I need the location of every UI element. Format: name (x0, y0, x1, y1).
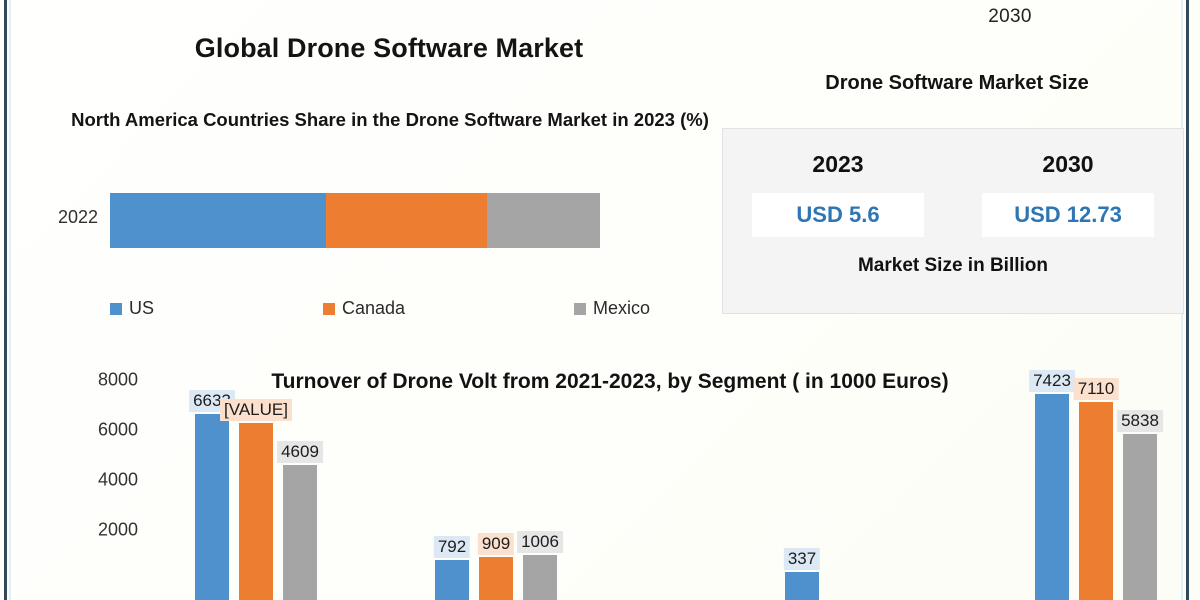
legend-label: Mexico (592, 298, 650, 318)
market-size-heading: Drone Software Market Size (825, 72, 1089, 94)
market-size-card: 2023 2030 USD 5.6 USD 12.73 Market Size in… (722, 128, 1184, 314)
legend-label: Canada (341, 298, 406, 318)
bar-2022-g0 (239, 422, 273, 600)
y-axis-tick-labels: 2000 4000 6000 8000 (60, 370, 138, 600)
bar-2022-g3 (1079, 402, 1113, 600)
legend-item-us: US (110, 298, 154, 319)
market-size-year-2023: 2023 (812, 151, 864, 177)
bar-value-label: 1006 (517, 530, 563, 553)
y-axis-tick-6000: 6000 (97, 419, 138, 440)
stacked-segment-mexico (487, 193, 600, 248)
market-size-year-2030: 2030 (1042, 151, 1094, 177)
market-size-value-row: USD 5.6 USD 12.73 (723, 193, 1183, 237)
poster-left-inner-border (9, 0, 11, 600)
bottom-chart-title: Turnover of Drone Volt from 2021-2023, b… (271, 370, 949, 393)
stacked-segment-us (110, 193, 326, 248)
bar-value-label: 7423 (1029, 370, 1075, 393)
bar-value-label: 7110 (1073, 378, 1119, 401)
top-cutoff-year: 2030 (988, 6, 1032, 27)
y-axis-tick-8000: 8000 (97, 369, 138, 390)
stacked-segment-canada (325, 193, 488, 248)
legend-item-canada: Canada (322, 298, 406, 319)
bar-value-label: 4609 (277, 440, 323, 463)
market-size-footer: Market Size in Billion (857, 255, 1049, 276)
page-title: Global Drone Software Market (194, 33, 584, 63)
stacked-bar-track (110, 193, 600, 248)
market-size-value-2023: USD 5.6 (752, 193, 924, 237)
bar-value-label: 337 (783, 547, 821, 570)
stacked-chart-legend: US Canada Mexico (110, 298, 650, 319)
legend-label: US (129, 298, 155, 318)
stacked-category-label: 2022 (57, 207, 98, 227)
bar-2021-g1 (435, 560, 469, 600)
bar-2023-g3 (1123, 434, 1157, 600)
bar-2021-g3 (1035, 394, 1069, 600)
bar-value-label: 792 (433, 536, 471, 559)
poster-left-border (4, 0, 7, 600)
bar-2021-g2 (785, 571, 819, 600)
poster-right-border (1186, 0, 1189, 600)
bar-2022-g1 (479, 557, 513, 600)
turnover-bar-chart: 2000 4000 6000 8000 6633 [VALUE] 4609 792 909 10… (60, 370, 1190, 600)
bar-2021-g0 (195, 414, 229, 600)
bar-value-label: 5838 (1117, 410, 1163, 433)
bar-2023-g0 (283, 464, 317, 600)
market-size-year-row: 2023 2030 (723, 151, 1183, 178)
stacked-bar-chart: 2022 (36, 193, 616, 253)
legend-swatch-icon (573, 302, 586, 315)
bar-value-label: 909 (477, 533, 515, 556)
legend-item-mexico: Mexico (573, 298, 650, 319)
bar-value-label: [VALUE] (220, 398, 292, 421)
legend-swatch-icon (322, 302, 335, 315)
bar-2023-g1 (523, 554, 557, 600)
y-axis-tick-4000: 4000 (97, 469, 138, 490)
stacked-chart-title: North America Countries Share in the Dro… (71, 109, 709, 130)
bar-plot-area: 6633 [VALUE] 4609 792 909 1006 337 7423 7110 5838 (155, 370, 1190, 600)
y-axis-tick-2000: 2000 (97, 519, 138, 540)
legend-swatch-icon (110, 302, 122, 315)
market-size-value-2030: USD 12.73 (982, 193, 1154, 237)
